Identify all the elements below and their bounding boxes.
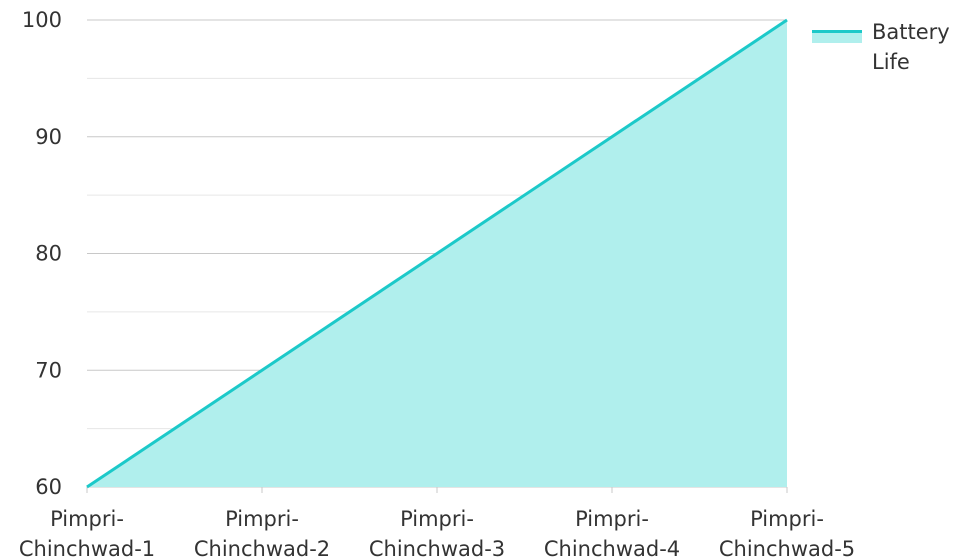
series-line-0 — [86, 18, 788, 489]
y-tick-label: 60 — [35, 475, 62, 499]
x-tick-label-line: Chinchwad-2 — [194, 537, 330, 560]
x-tick-label: Pimpri- Chinchwad-4 — [544, 507, 680, 560]
x-axis: Pimpri-Chinchwad-1Pimpri-Chinchwad-2Pimp… — [19, 507, 855, 560]
y-tick-label: 80 — [35, 242, 62, 266]
y-tick-label: 90 — [35, 125, 62, 149]
x-tick-label-line: Pimpri- — [575, 507, 649, 531]
x-tick-label-line: Pimpri- — [50, 507, 124, 531]
x-tick-label-line: Chinchwad-4 — [544, 537, 680, 560]
y-axis: 60 70 80 90 100 — [22, 8, 62, 499]
x-tick-label: Pimpri- Chinchwad-3 — [369, 507, 505, 560]
x-tick-label-line: Pimpri- — [750, 507, 824, 531]
y-tick-label: 100 — [22, 8, 62, 32]
legend-label-line: Life — [872, 50, 910, 74]
x-tick-label: Pimpri- Chinchwad-2 — [194, 507, 330, 560]
x-tick-label: Pimpri- Chinchwad-1 — [19, 507, 155, 560]
x-tick-label: Pimpri- Chinchwad-5 — [719, 507, 855, 560]
x-tick-label-line: Chinchwad-1 — [19, 537, 155, 560]
legend-label-line: Battery — [872, 20, 950, 44]
legend-label: Battery Life — [872, 20, 950, 74]
x-tick-label-line: Pimpri- — [225, 507, 299, 531]
legend-swatch — [812, 30, 862, 43]
series-line-layer — [86, 18, 788, 489]
x-tick-label-line: Pimpri- — [400, 507, 474, 531]
legend: Battery Life — [812, 20, 950, 74]
x-tick-label-line: Chinchwad-3 — [369, 537, 505, 560]
x-tick-label-line: Chinchwad-5 — [719, 537, 855, 560]
y-tick-label: 70 — [35, 358, 62, 382]
